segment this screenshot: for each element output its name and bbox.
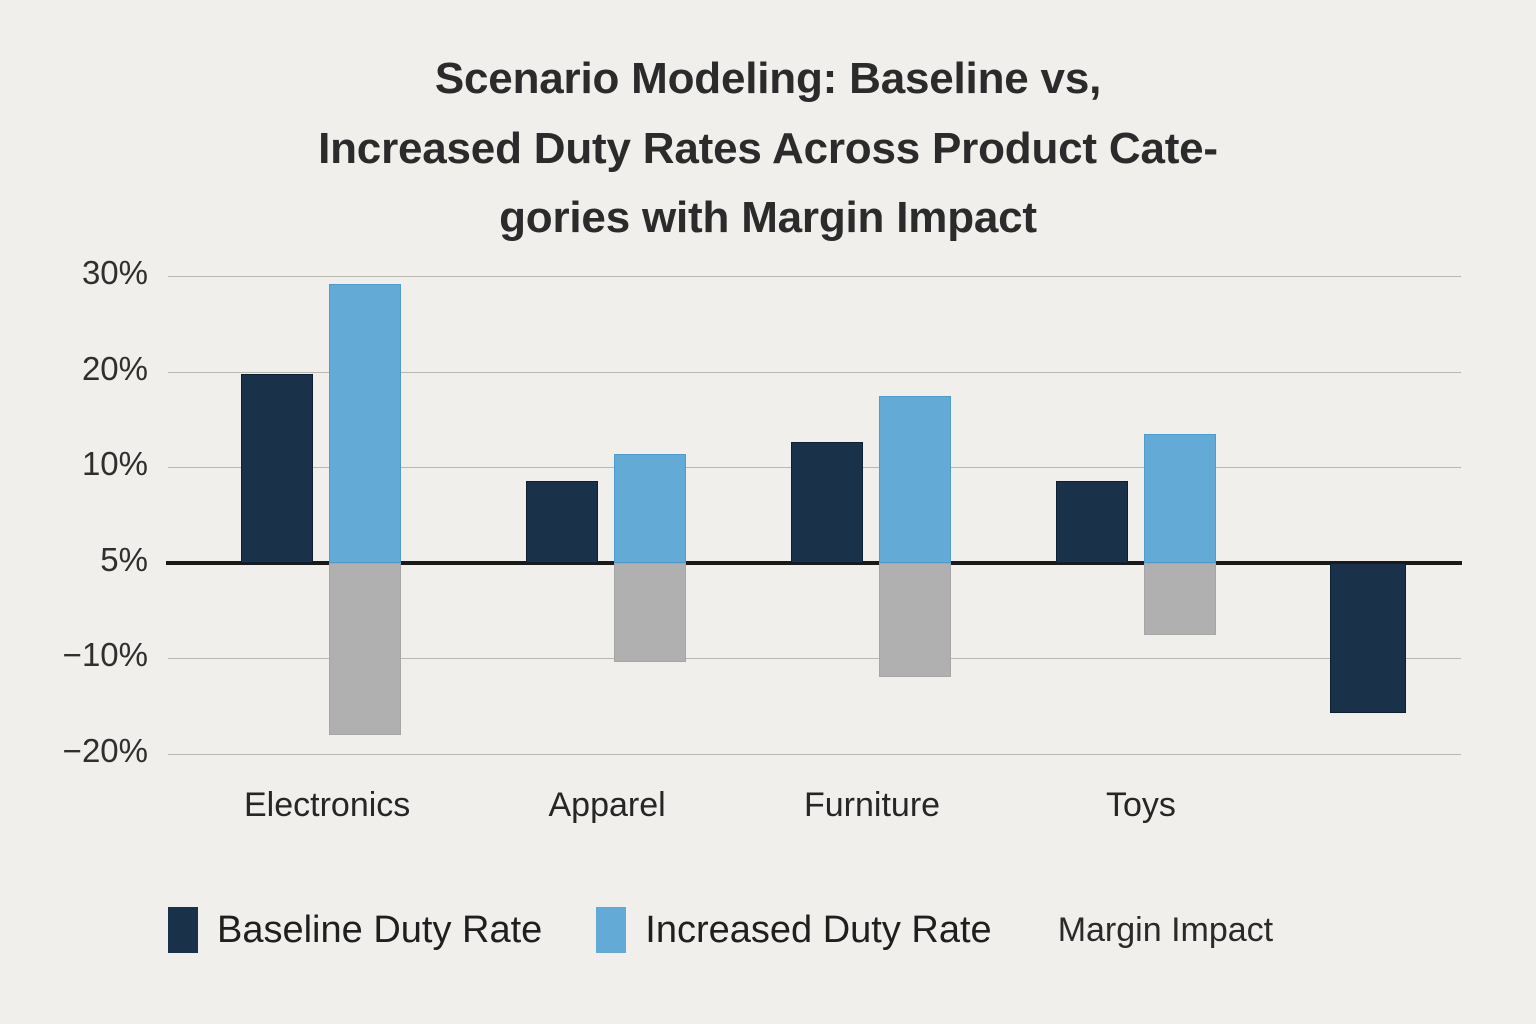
bar-baseline-overflow <box>1330 562 1406 713</box>
x-axis-label-electronics: Electronics <box>244 786 411 824</box>
bar-increased-electronics <box>329 283 401 563</box>
zero-baseline <box>166 560 1462 565</box>
gridline <box>168 658 1461 660</box>
legend-swatch-icon <box>168 907 198 953</box>
chart-title: Scenario Modeling: Baseline vs, Increase… <box>318 54 1218 243</box>
legend-label: Increased Duty Rate <box>645 908 992 951</box>
y-axis-tick-label: 5% <box>100 540 148 578</box>
y-axis-tick-label: 30% <box>81 254 148 291</box>
bar-increased-furniture <box>879 396 951 563</box>
bar-baseline-apparel <box>526 480 598 563</box>
legend-item-increased-duty-rate[interactable]: Increased Duty Rate <box>596 898 992 962</box>
gridline <box>168 754 1461 755</box>
legend-item-baseline-duty-rate[interactable]: Baseline Duty Rate <box>168 898 542 962</box>
legend-label: Baseline Duty Rate <box>217 908 543 951</box>
bar-baseline-electronics <box>241 374 313 563</box>
x-axis-label-apparel: Apparel <box>548 786 666 824</box>
y-axis-tick-label: 20% <box>81 349 148 387</box>
legend-swatch-icon <box>596 907 627 953</box>
x-axis-label-toys: Toys <box>1106 786 1176 824</box>
bar-margin-electronics <box>329 562 401 735</box>
chart-legend: Baseline Duty Rate Increased Duty Rate Mar… <box>168 898 1327 962</box>
bar-margin-toys <box>1144 562 1216 636</box>
legend-label: Margin Impact <box>1057 910 1274 949</box>
y-axis-tick-label: −20% <box>62 732 148 769</box>
gridline <box>168 371 1461 373</box>
gridline <box>168 276 1461 277</box>
legend-item-margin-impact[interactable]: Margin Impact <box>1058 898 1273 962</box>
y-axis-tick-label: 10% <box>81 445 148 483</box>
bar-baseline-furniture <box>791 442 863 563</box>
bar-margin-apparel <box>614 562 686 663</box>
y-axis-tick-label: −10% <box>62 636 148 674</box>
x-axis-label-furniture: Furniture <box>804 786 941 824</box>
bar-margin-furniture <box>879 562 951 677</box>
bar-increased-toys <box>1144 433 1216 563</box>
bar-increased-apparel <box>614 453 686 563</box>
bar-baseline-toys <box>1056 480 1128 563</box>
